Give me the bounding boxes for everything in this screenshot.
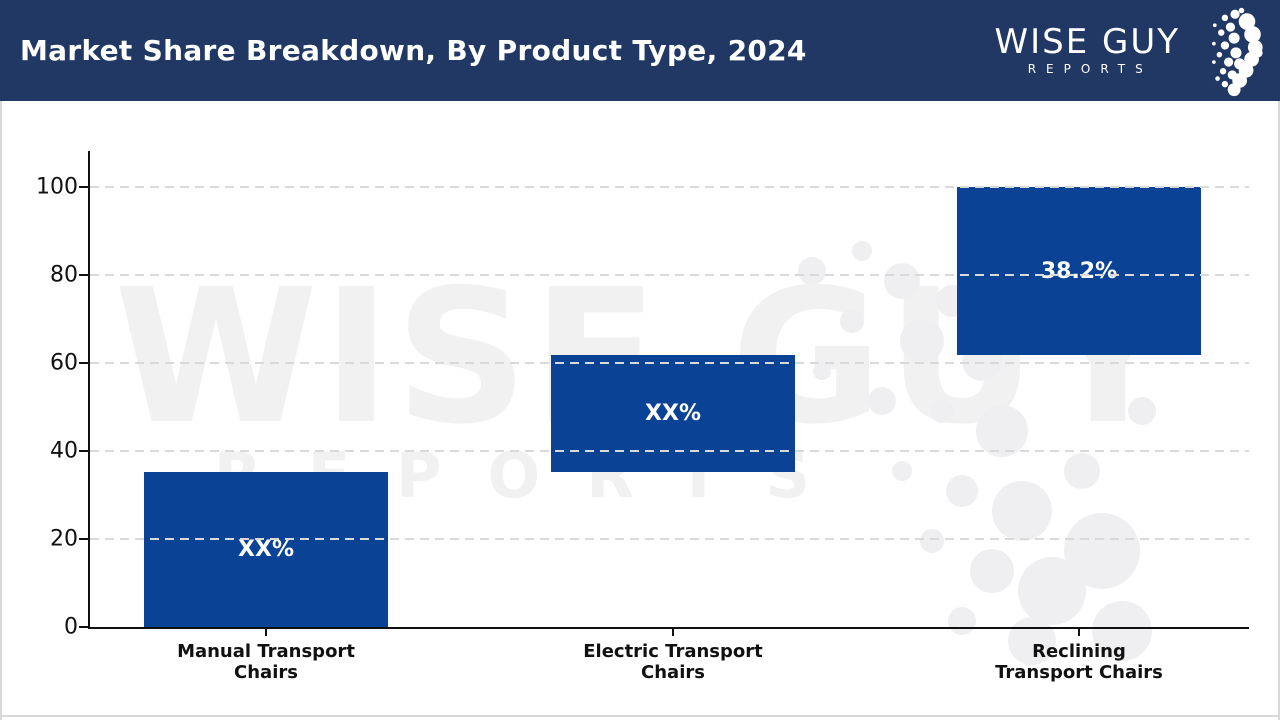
gridline <box>90 274 1249 276</box>
y-tick-mark <box>79 538 88 540</box>
gridline <box>90 362 1249 364</box>
y-tick-label: 0 <box>64 614 78 640</box>
x-category-label: Manual Transport Chairs <box>101 641 431 683</box>
canvas-bottom-border <box>2 715 1278 717</box>
x-tick-mark <box>265 629 267 636</box>
x-category-label-line: Electric Transport <box>583 641 763 662</box>
y-tick-mark <box>79 362 88 364</box>
x-tick-mark <box>672 629 674 636</box>
bar-value-label: XX% <box>238 536 294 562</box>
header-banner: Market Share Breakdown, By Product Type,… <box>0 0 1280 101</box>
y-axis-line <box>88 151 90 629</box>
y-tick-label: 80 <box>50 262 78 288</box>
x-category-label-line: Manual Transport <box>177 641 355 662</box>
bar-segment: 38.2% <box>957 187 1201 356</box>
y-tick-mark <box>79 274 88 276</box>
gridline <box>90 538 1249 540</box>
x-category-label-line: Chairs <box>641 662 705 683</box>
gridline <box>90 186 1249 188</box>
x-tick-mark <box>1078 629 1080 636</box>
y-tick-mark <box>79 626 88 628</box>
bar-segment: XX% <box>144 471 388 627</box>
x-category-label: Electric Transport Chairs <box>508 641 838 683</box>
x-axis-line <box>88 627 1249 629</box>
x-category-label-line: Chairs <box>234 662 298 683</box>
logo-reports-text: REPORTS <box>1027 62 1153 77</box>
gridline <box>90 450 1249 452</box>
logo-wordmark-text: WISE GUY <box>994 21 1180 62</box>
x-category-label-line: Reclining <box>1032 641 1126 662</box>
logo-head-dots-icon <box>1212 7 1263 96</box>
chart-title: Market Share Breakdown, By Product Type,… <box>20 34 807 67</box>
y-tick-label: 40 <box>50 438 78 464</box>
y-tick-label: 20 <box>50 526 78 552</box>
y-tick-mark <box>79 186 88 188</box>
wise-guy-logo: WISE GUY REPORTS <box>994 5 1280 97</box>
bar-segment: XX% <box>551 355 795 472</box>
watermark-head-dots-icon <box>798 241 1158 665</box>
x-category-label-line: Transport Chairs <box>995 662 1163 683</box>
bar-value-label: XX% <box>645 400 701 426</box>
plot-area: 0 20 40 60 80 100 XX% XX% 38.2% Manual Transport C… <box>2 101 1278 720</box>
chart-canvas: WISE GUY REPORTS 0 20 40 60 80 100 XX% XX% 38.2%… <box>0 101 1280 720</box>
y-tick-label: 100 <box>36 174 78 200</box>
x-category-label: Reclining Transport Chairs <box>914 641 1244 683</box>
bar-value-label: 38.2% <box>1040 258 1118 284</box>
y-tick-mark <box>79 450 88 452</box>
logo-wordmark: WISE GUY REPORTS <box>994 21 1180 77</box>
y-tick-label: 60 <box>50 350 78 376</box>
